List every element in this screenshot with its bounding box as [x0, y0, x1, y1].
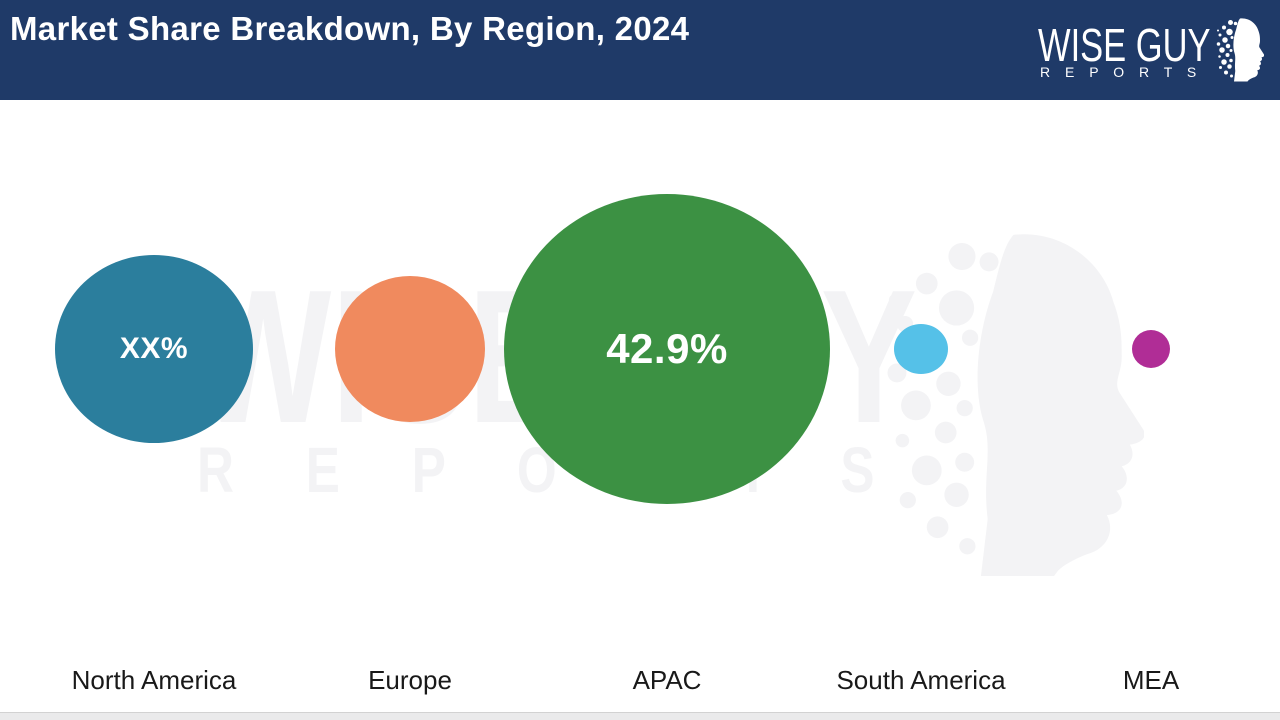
category-label-mea: MEA: [1122, 665, 1180, 695]
bubble-apac: 42.9%: [504, 194, 830, 504]
category-label-apac: APAC: [632, 665, 702, 695]
header-bar: Market Share Breakdown, By Region, 2024 …: [0, 0, 1280, 100]
category-label-europe: Europe: [368, 665, 452, 695]
category-axis: North America Europe APAC South America MEA: [0, 667, 1280, 701]
brand-wordmark: WISE GUY: [1038, 19, 1211, 71]
bubble-north-america: XX%: [55, 255, 253, 443]
bubble-value-apac: 42.9%: [606, 325, 728, 372]
brand-logo: WISE GUY R E P O R T S: [1030, 0, 1280, 100]
brand-subtext: R E P O R T S: [1040, 64, 1202, 80]
page-title: Market Share Breakdown, By Region, 2024: [10, 10, 690, 47]
bubble-mea: [1132, 330, 1170, 368]
watermark-head-icon: [887, 234, 1144, 576]
bubble-south-america: [894, 324, 948, 374]
category-label-north-america: North America: [71, 665, 237, 695]
bottom-scrollbar-track: [0, 712, 1280, 720]
bubble-value-north-america: XX%: [119, 332, 189, 365]
category-label-south-america: South America: [836, 665, 1006, 695]
bubble-europe: [335, 276, 485, 422]
brand-head-icon: [1216, 18, 1264, 82]
